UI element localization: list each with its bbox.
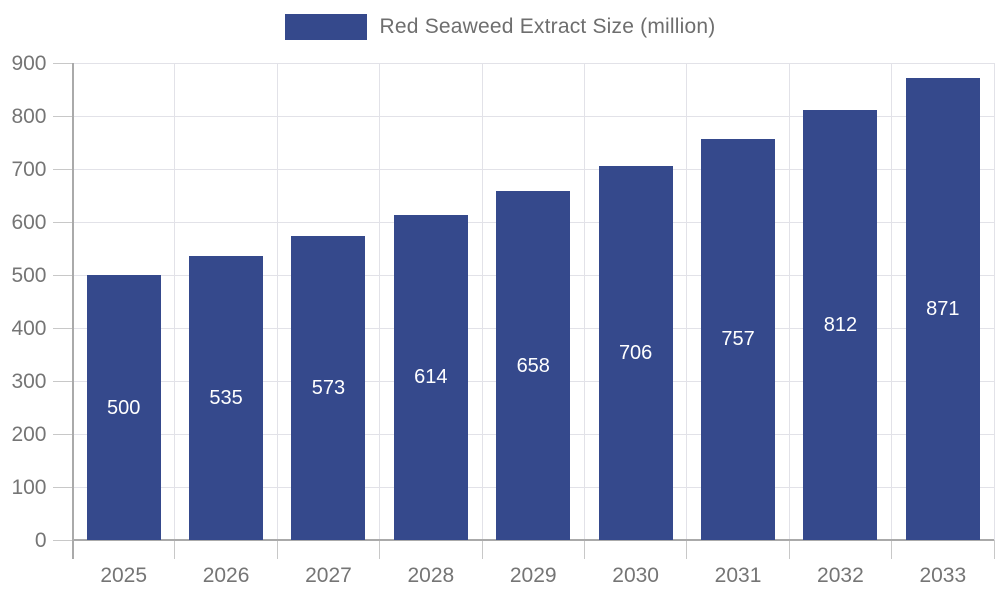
y-tick-label: 800	[11, 105, 47, 128]
y-tick-label: 200	[11, 423, 47, 446]
x-axis-tick	[686, 540, 688, 559]
x-tick-label: 2027	[305, 564, 352, 587]
y-tick-label: 900	[11, 52, 47, 75]
bar-value-label: 658	[516, 354, 550, 377]
x-axis-tick	[891, 540, 893, 559]
bar-value-label: 706	[618, 341, 653, 364]
y-axis-tick	[52, 62, 73, 64]
bar-value-label: 573	[311, 377, 346, 400]
x-gridline	[276, 63, 278, 540]
x-axis-tick	[174, 540, 176, 559]
x-gridline	[583, 63, 585, 540]
x-tick-label: 2032	[817, 564, 864, 587]
x-axis-tick	[379, 540, 381, 559]
x-tick-label: 2030	[612, 564, 659, 587]
x-axis-tick	[993, 540, 995, 559]
x-gridline	[993, 63, 995, 540]
bar-value-label: 500	[107, 396, 141, 419]
y-tick-label: 100	[11, 476, 47, 499]
y-axis-tick	[52, 115, 73, 117]
bar[interactable]	[496, 191, 571, 540]
y-axis-tick	[52, 168, 73, 170]
y-tick-label: 500	[11, 264, 47, 287]
chart-legend[interactable]: Red Seaweed Extract Size (million)	[0, 14, 1000, 40]
y-axis-line	[71, 63, 74, 559]
y-tick-label: 600	[11, 211, 47, 234]
x-axis-tick	[276, 540, 278, 559]
x-gridline	[481, 63, 483, 540]
y-axis-tick	[52, 433, 73, 435]
bar-value-label: 757	[721, 328, 755, 351]
bar[interactable]	[86, 275, 161, 540]
y-gridline	[72, 62, 994, 64]
y-axis-tick	[52, 539, 73, 541]
y-axis-tick	[52, 380, 73, 382]
y-gridline	[72, 115, 994, 117]
bar-value-label: 535	[209, 387, 243, 410]
x-tick-label: 2031	[714, 564, 762, 587]
legend-label: Red Seaweed Extract Size (million)	[379, 15, 716, 38]
bar-value-label: 614	[414, 366, 448, 389]
x-axis-tick	[583, 540, 585, 559]
x-tick-label: 2029	[509, 564, 557, 587]
y-tick-label: 700	[11, 158, 47, 181]
x-gridline	[891, 63, 893, 540]
x-tick-label: 2028	[407, 564, 455, 587]
x-gridline	[686, 63, 688, 540]
bar[interactable]	[701, 138, 776, 540]
bar[interactable]	[905, 78, 980, 540]
x-gridline	[174, 63, 176, 540]
y-axis-tick	[52, 327, 73, 329]
x-tick-label: 2033	[919, 564, 967, 587]
bar[interactable]	[803, 109, 878, 540]
bar[interactable]	[189, 256, 264, 540]
y-tick-label: 0	[34, 529, 47, 552]
x-axis-line	[72, 539, 994, 541]
bar[interactable]	[393, 214, 468, 540]
legend-swatch	[284, 14, 367, 40]
x-gridline	[788, 63, 790, 540]
y-axis-tick	[52, 221, 73, 223]
x-gridline	[379, 63, 381, 540]
bar-value-label: 871	[926, 298, 960, 321]
bar[interactable]	[291, 236, 366, 540]
bar[interactable]	[598, 165, 673, 540]
x-tick-label: 2025	[100, 564, 148, 587]
x-axis-tick	[788, 540, 790, 559]
y-axis-tick	[52, 274, 73, 276]
y-axis-tick	[52, 486, 73, 488]
bar-value-label: 812	[823, 313, 858, 336]
y-tick-label: 300	[11, 370, 47, 393]
x-tick-label: 2026	[202, 564, 250, 587]
y-gridline	[72, 168, 994, 170]
x-axis-tick	[481, 540, 483, 559]
y-tick-label: 400	[11, 317, 47, 340]
